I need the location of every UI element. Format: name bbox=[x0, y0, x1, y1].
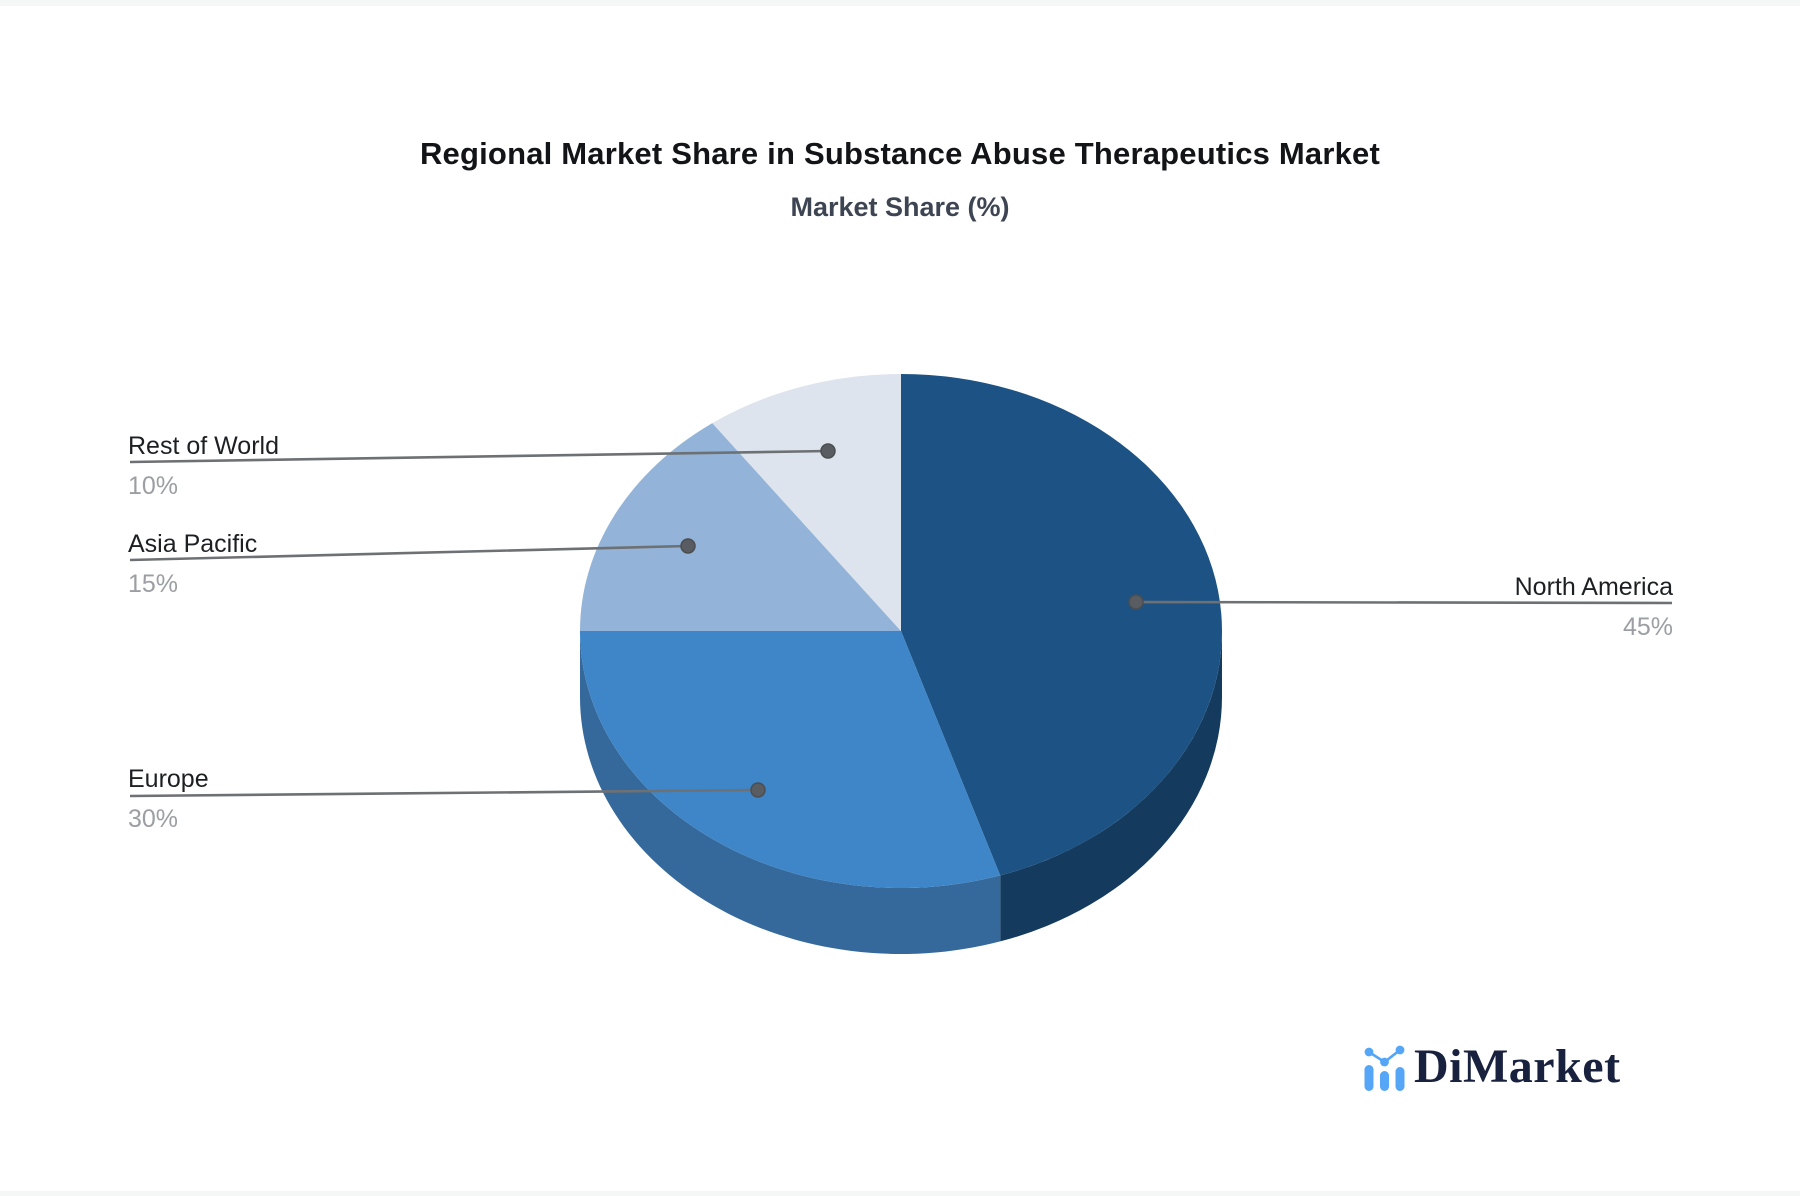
leader-line-europe bbox=[129, 788, 759, 798]
chart-subtitle: Market Share (%) bbox=[790, 192, 1010, 222]
slice-label-rest-of-world: Rest of World 10% bbox=[128, 431, 279, 501]
leader-dot-rest-of-world bbox=[820, 443, 836, 459]
slice-label-europe: Europe 30% bbox=[128, 764, 209, 834]
slice-name: Rest of World bbox=[128, 432, 279, 460]
pie-slice-asia-pacific[interactable] bbox=[580, 423, 901, 631]
leader-dot-north-america bbox=[1128, 594, 1144, 610]
leader-dot-asia-pacific bbox=[680, 538, 696, 554]
pie-slice-north-america[interactable] bbox=[901, 374, 1222, 876]
leader-dot-europe bbox=[750, 782, 766, 798]
slice-label-north-america: North America 45% bbox=[1515, 572, 1673, 642]
leader-line-rest-of-world bbox=[129, 449, 829, 464]
brand-logo: DiMarket bbox=[1364, 1043, 1644, 1093]
slice-name: Europe bbox=[128, 765, 209, 793]
slice-label-asia-pacific: Asia Pacific 15% bbox=[128, 529, 257, 599]
chart-title: Regional Market Share in Substance Abuse… bbox=[419, 136, 1381, 171]
page-top-edge bbox=[0, 0, 1800, 6]
pie-slice-side-north-america bbox=[1000, 631, 1222, 942]
slice-name: Asia Pacific bbox=[128, 530, 258, 558]
slice-name: North America bbox=[1514, 573, 1673, 601]
slice-value: 30% bbox=[128, 805, 179, 833]
slice-value: 15% bbox=[128, 570, 179, 598]
page-bottom-edge bbox=[0, 1191, 1800, 1196]
leader-line-north-america bbox=[1135, 600, 1673, 605]
pie-slice-side-europe bbox=[579, 631, 1001, 954]
leader-line-asia-pacific bbox=[129, 544, 689, 562]
slice-value: 45% bbox=[1622, 613, 1673, 641]
pie-slice-europe[interactable] bbox=[579, 631, 1001, 888]
brand-name: DiMarket bbox=[1414, 1040, 1621, 1093]
pie-slice-rest-of-world[interactable] bbox=[712, 374, 901, 631]
bar-chart-sparkline-icon bbox=[1364, 1045, 1405, 1091]
slice-value: 10% bbox=[128, 472, 179, 500]
